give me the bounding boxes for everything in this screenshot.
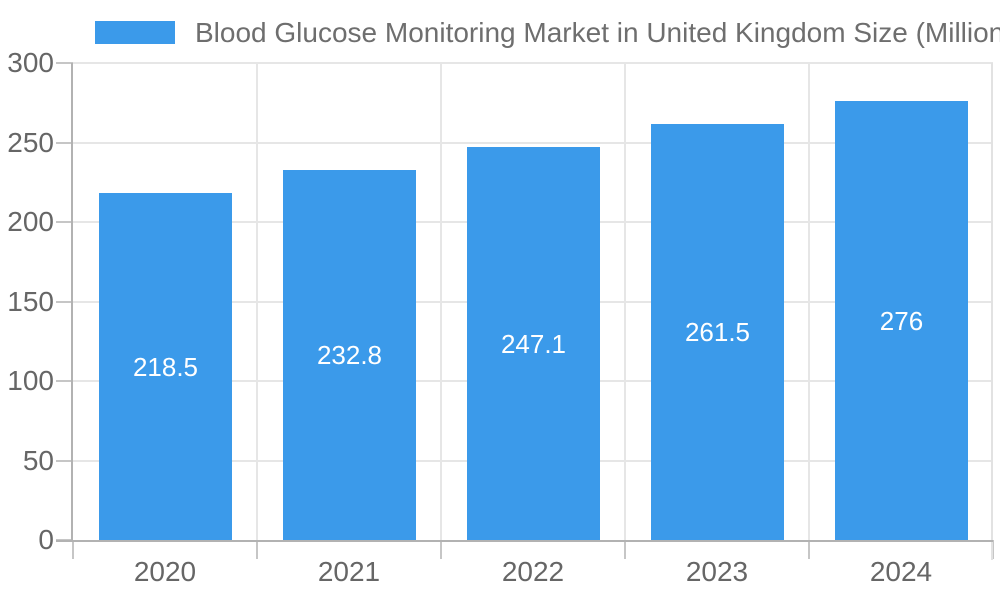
y-axis-tick [56,380,73,382]
x-axis-label: 2021 [317,556,381,587]
legend-swatch-icon [95,21,175,44]
gridline-vertical [440,63,442,540]
legend-label: Blood Glucose Monitoring Market in Unite… [195,17,1000,48]
x-axis-tick [808,540,810,559]
legend-item[interactable]: Blood Glucose Monitoring Market in Unite… [95,17,1000,48]
y-axis-tick [56,221,73,223]
x-axis-tick [624,540,626,559]
x-axis-label: 2024 [869,556,933,587]
x-axis-tick [256,540,258,559]
bar[interactable] [651,124,784,540]
gridline-vertical [808,63,810,540]
x-axis-label: 2020 [133,556,197,587]
y-axis-label: 300 [7,47,54,78]
y-axis-label: 250 [7,127,54,158]
y-axis-label: 100 [7,365,54,396]
bar-value-label: 232.8 [316,340,383,370]
x-axis-tick [992,540,994,559]
y-axis-label: 200 [7,206,54,237]
x-axis-tick [72,540,74,559]
y-axis-tick [56,301,73,303]
y-axis-tick [56,460,73,462]
bar[interactable] [835,101,968,540]
y-axis-tick [56,142,73,144]
bar[interactable] [283,170,416,540]
gridline-vertical [256,63,258,540]
y-axis-label: 0 [38,524,54,555]
bar[interactable] [99,193,232,540]
plot-right-border [991,63,993,560]
y-axis-label: 150 [7,286,54,317]
x-axis-label: 2022 [501,556,565,587]
bar[interactable] [467,147,600,540]
x-axis-tick [440,540,442,559]
bar-value-label: 247.1 [500,329,567,359]
gridline-horizontal [73,142,993,144]
bar-value-label: 261.5 [684,317,751,347]
bar-value-label: 276 [879,306,924,336]
gridline-vertical [624,63,626,540]
bar-value-label: 218.5 [132,352,199,382]
x-axis-line [56,540,993,542]
y-axis-tick [56,62,73,64]
x-axis-label: 2023 [685,556,749,587]
y-axis-label: 50 [22,445,54,476]
y-axis-line [71,63,73,540]
gridline-horizontal [73,62,993,64]
